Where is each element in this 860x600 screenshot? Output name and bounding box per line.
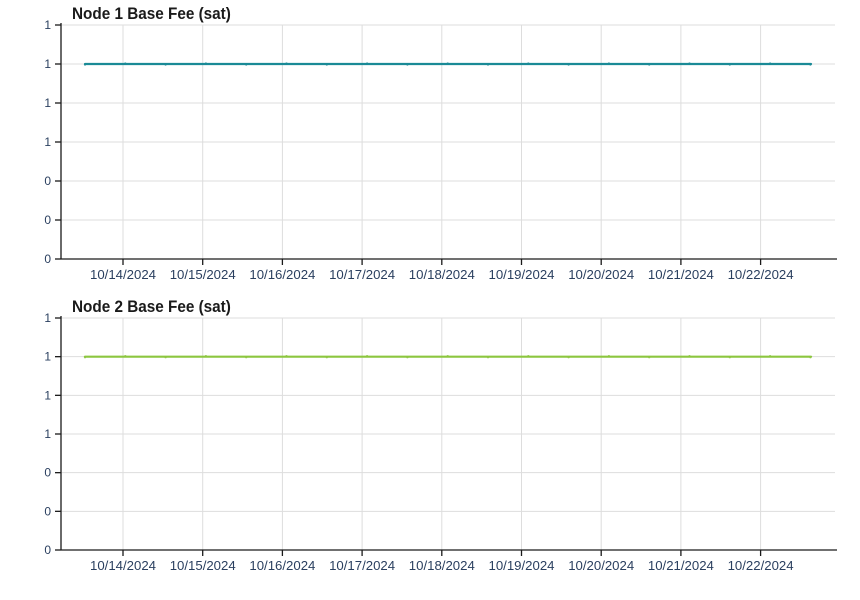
svg-text:10/22/2024: 10/22/2024 [728,267,794,282]
svg-text:1: 1 [44,311,51,325]
svg-text:Node 2 Base Fee (sat): Node 2 Base Fee (sat) [72,297,231,316]
svg-text:10/17/2024: 10/17/2024 [329,267,395,282]
svg-text:10/19/2024: 10/19/2024 [488,558,554,573]
svg-text:0: 0 [44,213,51,227]
svg-text:10/14/2024: 10/14/2024 [90,558,156,573]
svg-text:10/22/2024: 10/22/2024 [728,558,794,573]
svg-text:0: 0 [44,504,51,518]
svg-text:1: 1 [44,57,51,71]
svg-text:10/19/2024: 10/19/2024 [488,267,554,282]
svg-text:10/16/2024: 10/16/2024 [249,558,315,573]
svg-text:Node 1 Base Fee (sat): Node 1 Base Fee (sat) [72,4,231,23]
svg-text:1: 1 [44,135,51,149]
svg-text:10/21/2024: 10/21/2024 [648,558,714,573]
svg-text:10/16/2024: 10/16/2024 [249,267,315,282]
svg-text:0: 0 [44,252,51,266]
svg-text:10/20/2024: 10/20/2024 [568,558,634,573]
svg-text:10/15/2024: 10/15/2024 [170,267,236,282]
svg-text:0: 0 [44,466,51,480]
svg-text:10/14/2024: 10/14/2024 [90,267,156,282]
svg-text:10/18/2024: 10/18/2024 [409,558,475,573]
svg-text:1: 1 [44,350,51,364]
svg-text:1: 1 [44,96,51,110]
svg-text:10/15/2024: 10/15/2024 [170,558,236,573]
svg-text:10/18/2024: 10/18/2024 [409,267,475,282]
svg-text:1: 1 [44,427,51,441]
svg-text:10/20/2024: 10/20/2024 [568,267,634,282]
svg-text:10/21/2024: 10/21/2024 [648,267,714,282]
svg-text:0: 0 [44,174,51,188]
svg-text:10/17/2024: 10/17/2024 [329,558,395,573]
svg-text:0: 0 [44,543,51,557]
svg-text:1: 1 [44,18,51,32]
svg-text:1: 1 [44,388,51,402]
